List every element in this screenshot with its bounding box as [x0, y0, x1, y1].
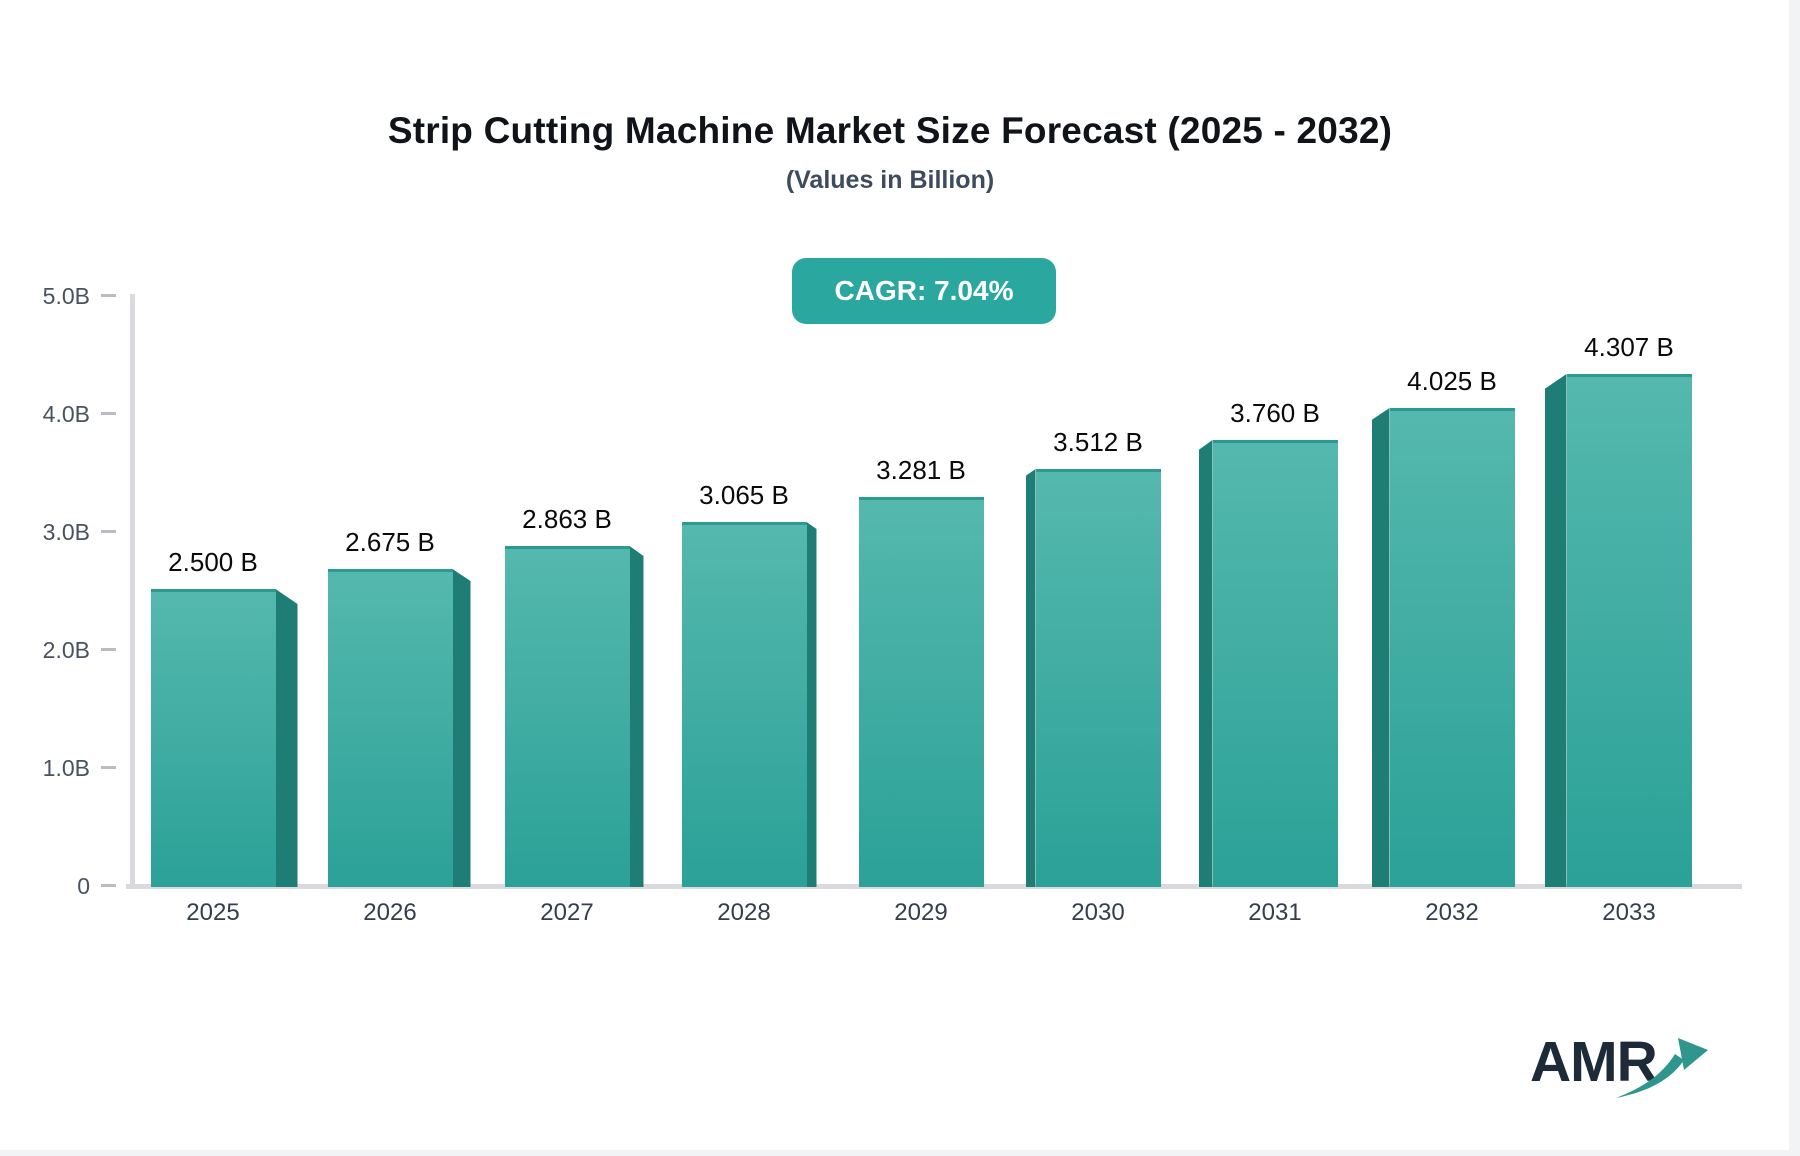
bar-2026[interactable]: [327, 569, 453, 887]
bar-value-label: 3.512 B: [1053, 427, 1143, 457]
amr-logo-text: AMR: [1530, 1030, 1658, 1094]
y-axis-tick-label: 1.0B: [42, 755, 90, 781]
bar-value-label: 3.281 B: [876, 455, 966, 485]
bar-2025[interactable]: [150, 589, 276, 887]
y-axis-tick-dash: [101, 766, 116, 769]
bar-2029[interactable]: [858, 497, 984, 887]
bar-value-label: 3.065 B: [699, 480, 789, 510]
bar-side-3d: [1544, 374, 1567, 887]
bar-side-3d: [275, 589, 298, 887]
y-axis-tick-dash: [101, 530, 116, 533]
bar-value-label: 4.025 B: [1407, 366, 1497, 396]
bar-side-3d: [1198, 440, 1213, 887]
y-axis-tick-label: 2.0B: [42, 637, 90, 663]
y-axis-tick-dash: [101, 412, 116, 415]
bar-value-label: 2.675 B: [345, 527, 435, 557]
y-axis-tick-dash: [101, 294, 116, 297]
bar-value-label: 4.307 B: [1584, 332, 1674, 362]
chart-title: Strip Cutting Machine Market Size Foreca…: [387, 110, 1393, 151]
bar-side-3d: [806, 522, 817, 887]
bar-side-3d: [452, 569, 471, 887]
page-edge-right: [1789, 0, 1800, 1156]
bar-side-3d: [1025, 469, 1036, 887]
y-axis-tick-label: 3.0B: [42, 519, 90, 545]
x-axis-tick-label: 2025: [186, 899, 240, 926]
bar-2033[interactable]: [1566, 374, 1692, 887]
y-axis-tick-dash: [101, 648, 116, 651]
x-axis-tick-label: 2031: [1248, 899, 1302, 926]
cagr-badge: CAGR: 7.04%: [792, 258, 1056, 324]
bar-value-label: 3.760 B: [1230, 398, 1320, 428]
amr-logo[interactable]: AMR: [1530, 1032, 1720, 1112]
x-axis-tick-label: 2026: [363, 899, 417, 926]
x-axis-tick-label: 2029: [894, 899, 948, 926]
y-axis-line: [130, 294, 135, 886]
bar-side-3d: [1371, 408, 1390, 887]
bar-2028[interactable]: [681, 522, 807, 887]
cagr-badge-label: CAGR: 7.04%: [834, 275, 1014, 306]
x-axis-tick-label: 2027: [540, 899, 594, 926]
x-axis-tick-label: 2033: [1602, 899, 1656, 926]
bar-side-3d: [629, 546, 644, 887]
y-axis-tick-label: 0: [77, 873, 90, 899]
bar-2031[interactable]: [1212, 440, 1338, 887]
x-axis-tick-label: 2030: [1071, 899, 1125, 926]
page-edge-bottom: [0, 1150, 1800, 1156]
bar-2030[interactable]: [1035, 469, 1161, 887]
chart-subtitle: (Values in Billion): [785, 166, 995, 194]
bar-value-label: 2.863 B: [522, 504, 612, 534]
bar-2032[interactable]: [1389, 408, 1515, 887]
bar-value-label: 2.500 B: [168, 547, 258, 577]
y-axis-tick-dash: [101, 884, 116, 887]
x-axis-tick-label: 2032: [1425, 899, 1479, 926]
y-axis-tick-label: 5.0B: [42, 283, 90, 309]
x-axis-tick-label: 2028: [717, 899, 771, 926]
bar-2027[interactable]: [504, 546, 630, 887]
trend-up-arrow-icon: [1616, 1038, 1708, 1098]
y-axis-tick-label: 4.0B: [42, 401, 90, 427]
